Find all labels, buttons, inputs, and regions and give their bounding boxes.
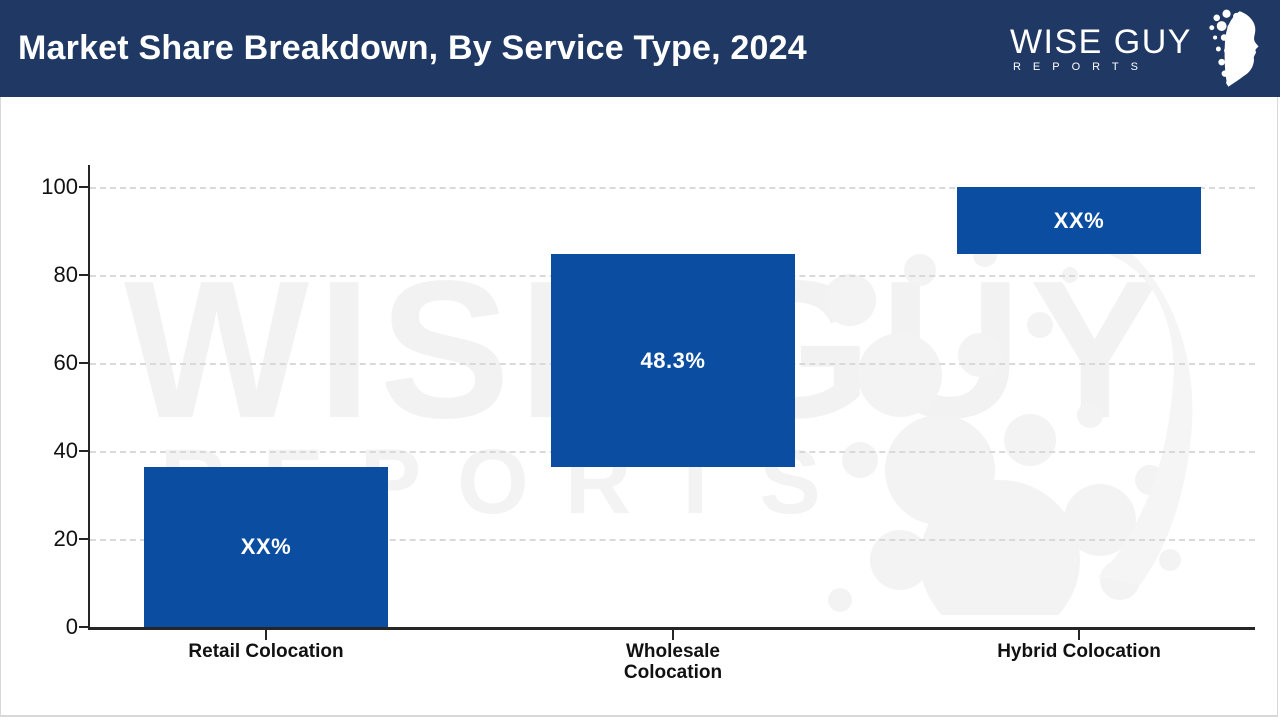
y-tick-mark [79, 538, 88, 540]
head-profile-icon [1209, 9, 1259, 87]
gridline-100 [90, 187, 1255, 189]
x-axis-category-label: Wholesale Colocation [623, 641, 723, 683]
x-axis-category-label: Hybrid Colocation [997, 641, 1161, 662]
header: Market Share Breakdown, By Service Type,… [0, 0, 1280, 97]
watermark-head-dots-icon [824, 243, 1193, 615]
logo-reports-text: REPORTS [1012, 61, 1150, 73]
x-tick-mark [1078, 630, 1080, 640]
y-tick-mark [79, 450, 88, 452]
page-title: Market Share Breakdown, By Service Type,… [18, 29, 807, 67]
bar-value-label: XX% [1053, 207, 1105, 233]
bar-hybrid-colocation: XX% [957, 187, 1201, 255]
logo-wordmark: WISE GUY REPORTS [1010, 24, 1192, 73]
gridline-20 [90, 539, 1255, 541]
plot-area: 0 20 40 60 80 100 XX% Retail Colocation 48.3% Who… [41, 165, 1255, 683]
bar-value-label: 48.3% [640, 347, 706, 373]
y-tick-mark [79, 186, 88, 188]
y-axis-tick-label: 60 [53, 350, 78, 375]
wiseguy-logo: WISE GUY REPORTS [1010, 8, 1262, 90]
y-axis-tick-label: 0 [65, 614, 78, 639]
bar-retail-colocation: XX% [144, 466, 388, 627]
bar-value-label: XX% [240, 533, 292, 559]
x-tick-mark [672, 630, 674, 640]
y-tick-mark [79, 362, 88, 364]
x-axis-category-label: Retail Colocation [188, 641, 344, 662]
bar-wholesale-colocation: 48.3% [551, 254, 795, 467]
y-tick-mark [79, 274, 88, 276]
y-axis-tick-label: 100 [41, 174, 78, 199]
logo-wiseguy-text: WISE GUY [1009, 23, 1192, 61]
y-axis-tick-label: 80 [53, 262, 78, 287]
x-tick-mark [265, 630, 267, 640]
y-axis-tick-label: 20 [53, 526, 78, 551]
y-axis-tick-label: 40 [53, 438, 78, 463]
y-tick-mark [79, 626, 88, 628]
